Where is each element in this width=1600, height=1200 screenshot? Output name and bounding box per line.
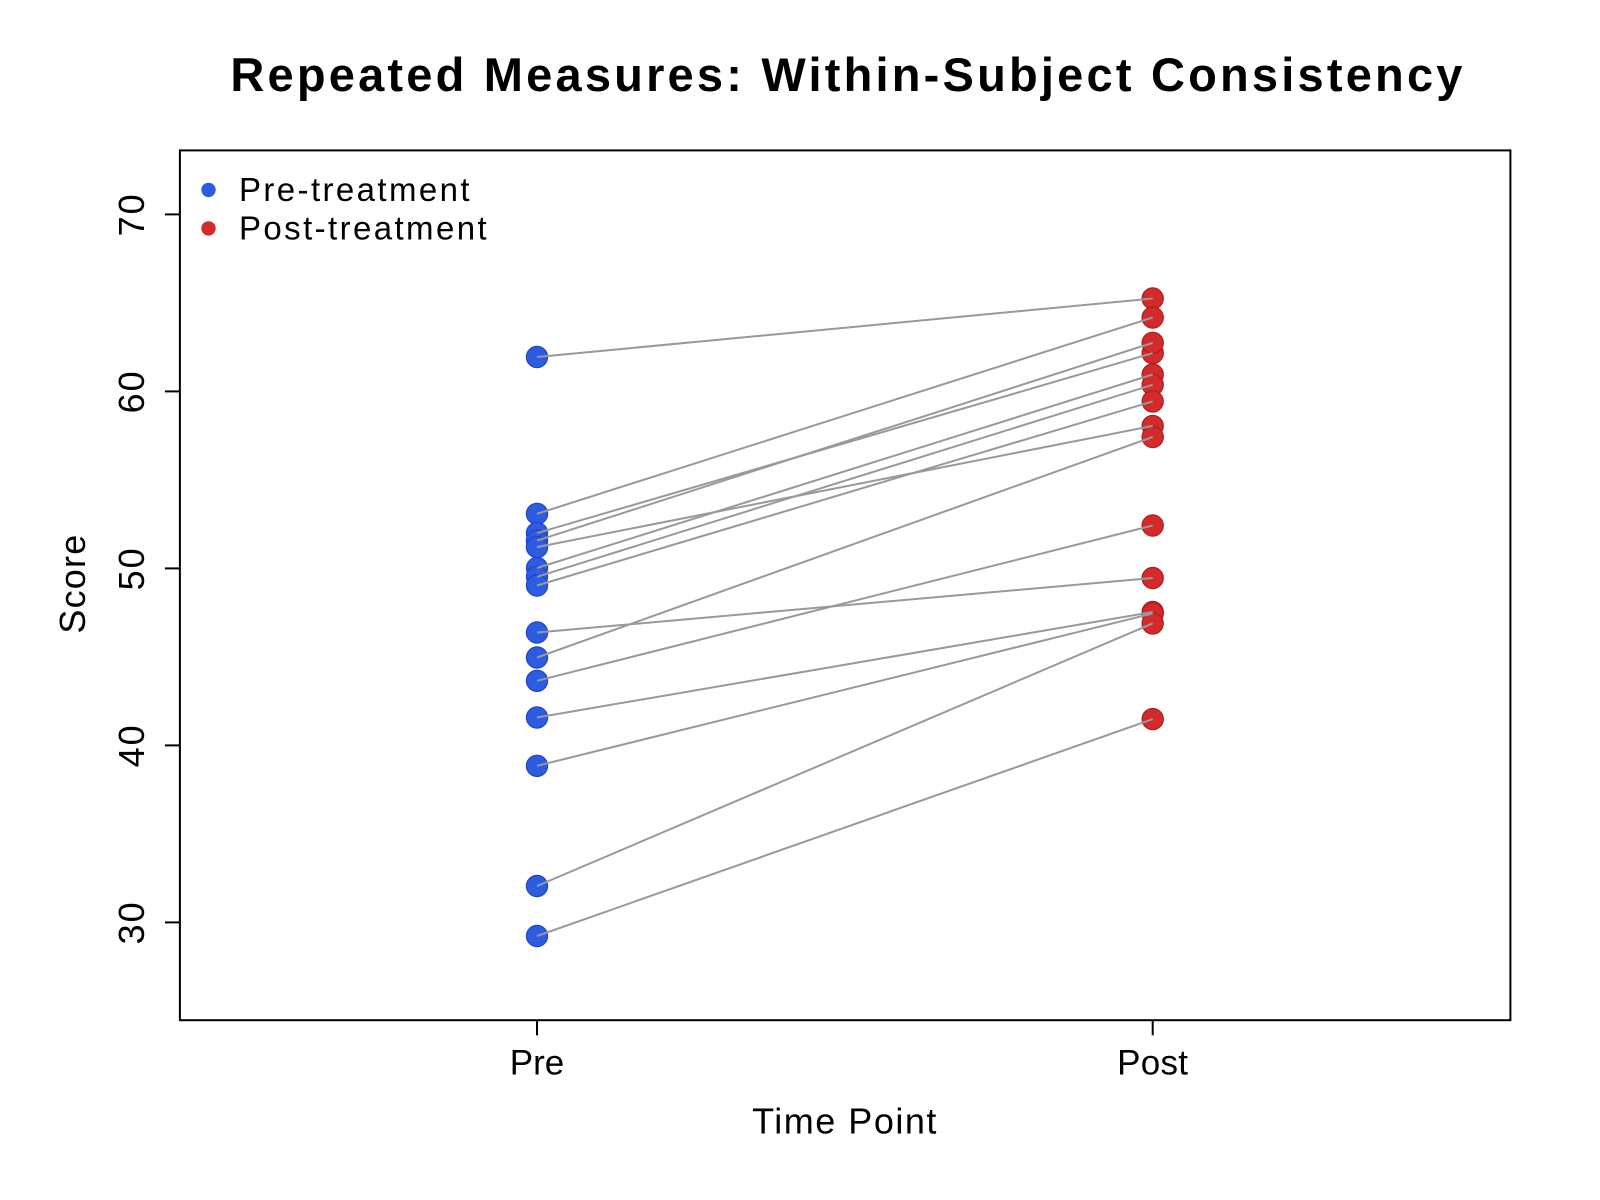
- svg-text:60: 60: [111, 369, 152, 413]
- svg-text:Repeated Measures: Within-Subj: Repeated Measures: Within-Subject Consis…: [230, 48, 1465, 101]
- svg-text:50: 50: [111, 546, 152, 590]
- svg-text:Pre: Pre: [510, 1043, 564, 1082]
- svg-text:Score: Score: [52, 534, 93, 634]
- svg-text:Pre-treatment: Pre-treatment: [239, 171, 472, 208]
- svg-text:Time Point: Time Point: [752, 1100, 938, 1141]
- svg-text:Post: Post: [1117, 1043, 1188, 1082]
- svg-text:70: 70: [111, 192, 152, 236]
- svg-text:30: 30: [111, 900, 152, 944]
- svg-text:Post-treatment: Post-treatment: [239, 210, 489, 247]
- svg-text:40: 40: [111, 723, 152, 767]
